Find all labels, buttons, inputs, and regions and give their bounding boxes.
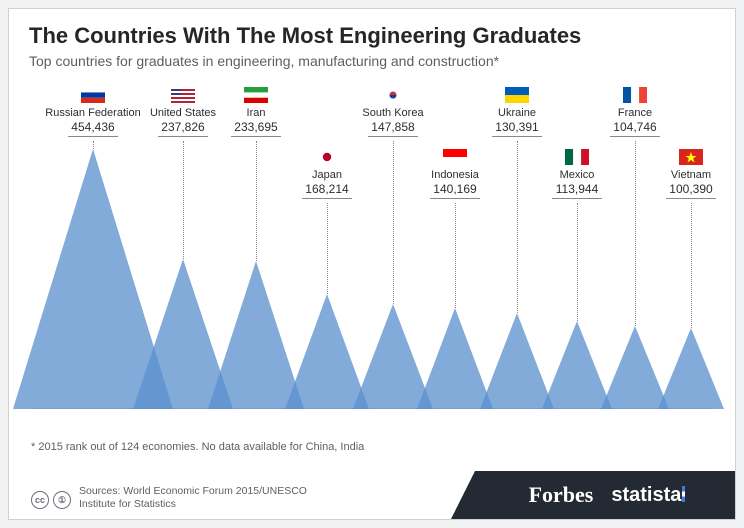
country-name: Mexico [517,169,637,181]
flag-icon [443,149,467,165]
value-underline [492,136,542,137]
cc-by-icon: ① [53,491,71,509]
connector-line [577,203,578,321]
country-value: 104,746 [575,120,695,134]
sources-text: Sources: World Economic Forum 2015/UNESC… [79,485,307,511]
peak-label: Indonesia140,169 [395,149,515,199]
connector-line [393,141,394,304]
country-name: Indonesia [395,169,515,181]
peak-label: Vietnam100,390 [631,149,744,199]
value-underline [302,198,352,199]
value-underline [666,198,716,199]
connector-line [256,141,257,261]
peak-label: Ukraine130,391 [457,87,577,137]
footer-brand-bar: Forbes statista [475,471,735,519]
peak-label: South Korea147,858 [333,87,453,137]
peak-label: Japan168,214 [267,149,387,199]
chart-card: The Countries With The Most Engineering … [8,8,736,520]
country-value: 113,944 [517,182,637,196]
connector-line [635,141,636,326]
peak-label: Russian Federation454,436 [33,87,153,137]
value-underline [231,136,281,137]
value-underline [158,136,208,137]
country-value: 168,214 [267,182,387,196]
flag-icon [679,149,703,165]
country-value: 140,169 [395,182,515,196]
peak-label: France104,746 [575,87,695,137]
value-underline [368,136,418,137]
mountain-peak [658,328,724,409]
footnote: * 2015 rank out of 124 economies. No dat… [31,441,364,453]
value-underline [430,198,480,199]
country-value: 147,858 [333,120,453,134]
forbes-logo: Forbes [529,482,594,508]
cc-icon: cc [31,491,49,509]
country-name: France [575,107,695,119]
connector-line [455,203,456,308]
footer: cc ① Sources: World Economic Forum 2015/… [9,471,735,519]
flag-icon [623,87,647,103]
connector-line [183,141,184,259]
country-name: Vietnam [631,169,744,181]
chart-area: Russian Federation454,436United States23… [9,79,735,409]
connector-line [691,203,692,328]
cc-badges: cc ① [31,491,71,509]
value-underline [552,198,602,199]
statista-text: statista [611,484,681,506]
chart-title: The Countries With The Most Engineering … [29,23,715,49]
connector-line [517,141,518,313]
country-name: Russian Federation [33,107,153,119]
country-value: 233,695 [196,120,316,134]
flag-icon [244,87,268,103]
connector-line [327,203,328,294]
flag-icon [81,87,105,103]
country-value: 237,826 [123,120,243,134]
flag-icon [171,87,195,103]
chart-subtitle: Top countries for graduates in engineeri… [29,53,715,69]
peak-label: Iran233,695 [196,87,316,137]
country-value: 130,391 [457,120,577,134]
country-value: 100,390 [631,182,744,196]
peak-label: Mexico113,944 [517,149,637,199]
value-underline [68,136,118,137]
statista-logo: statista [611,484,681,507]
flag-icon [381,87,405,103]
peak-label: United States237,826 [123,87,243,137]
country-value: 454,436 [33,120,153,134]
flag-icon [565,149,589,165]
country-name: Japan [267,169,387,181]
connector-line [93,141,94,149]
footer-wedge [451,471,475,519]
country-name: South Korea [333,107,453,119]
statista-mark-icon [682,486,685,502]
country-name: Ukraine [457,107,577,119]
header: The Countries With The Most Engineering … [9,9,735,77]
value-underline [610,136,660,137]
flag-icon [505,87,529,103]
flag-icon [315,149,339,165]
country-name: United States [123,107,243,119]
country-name: Iran [196,107,316,119]
